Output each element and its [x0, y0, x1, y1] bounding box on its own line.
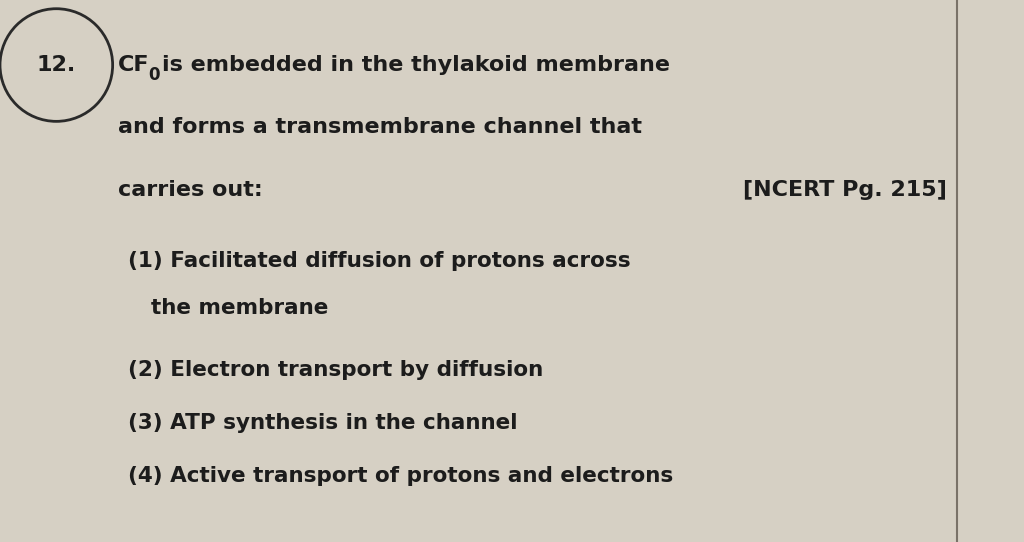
Text: and forms a transmembrane channel that: and forms a transmembrane channel that [118, 118, 642, 137]
Text: is embedded in the thylakoid membrane: is embedded in the thylakoid membrane [162, 55, 670, 75]
Text: (2) Electron transport by diffusion: (2) Electron transport by diffusion [128, 360, 544, 380]
Text: (1) Facilitated diffusion of protons across: (1) Facilitated diffusion of protons acr… [128, 251, 631, 272]
Text: the membrane: the membrane [151, 298, 328, 318]
Text: 12.: 12. [37, 55, 76, 75]
Bar [957, 0, 1024, 542]
Text: CF: CF [118, 55, 150, 75]
Text: [NCERT Pg. 215]: [NCERT Pg. 215] [743, 180, 947, 199]
Text: carries out:: carries out: [118, 180, 262, 199]
Text: (4) Active transport of protons and electrons: (4) Active transport of protons and elec… [128, 467, 673, 486]
Text: 0: 0 [148, 66, 160, 84]
Text: (3) ATP synthesis in the channel: (3) ATP synthesis in the channel [128, 414, 517, 434]
